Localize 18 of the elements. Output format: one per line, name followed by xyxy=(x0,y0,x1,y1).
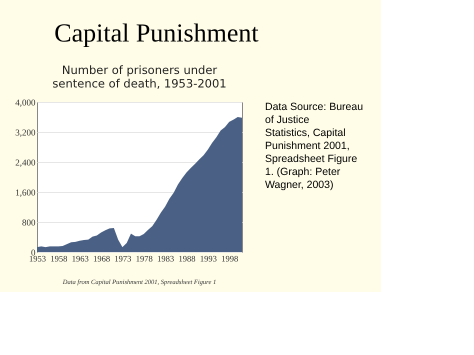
chart-subtitle: Number of prisoners under sentence of death, 1953-2001 xyxy=(52,63,227,90)
x-tick-label: 1993 xyxy=(200,254,217,264)
y-tick-label: 0 xyxy=(31,248,36,258)
x-tick-label: 1983 xyxy=(157,254,174,264)
y-tick-label: 2,400 xyxy=(15,158,36,168)
x-tick-label: 1973 xyxy=(114,254,132,264)
y-tick-label: 1,600 xyxy=(15,188,36,198)
x-tick-label: 1988 xyxy=(178,254,196,264)
x-tick-label: 1978 xyxy=(136,254,153,264)
source-note: Data Source: Bureau of Justice Statistics, Capital Punishment 2001, Spreadsheet Figure 1. (Graph: Peter Wagner, 2003) xyxy=(265,101,364,191)
x-tick-label: 1963 xyxy=(72,254,89,264)
chart-title: Capital Punishment xyxy=(54,18,260,48)
y-tick-label: 3,200 xyxy=(15,128,36,138)
x-tick-label: 1968 xyxy=(93,254,110,264)
x-tick-label: 1958 xyxy=(50,254,68,264)
x-tick-label: 1998 xyxy=(221,254,238,264)
y-tick-label: 4,000 xyxy=(15,98,36,108)
y-tick-label: 800 xyxy=(22,218,36,228)
